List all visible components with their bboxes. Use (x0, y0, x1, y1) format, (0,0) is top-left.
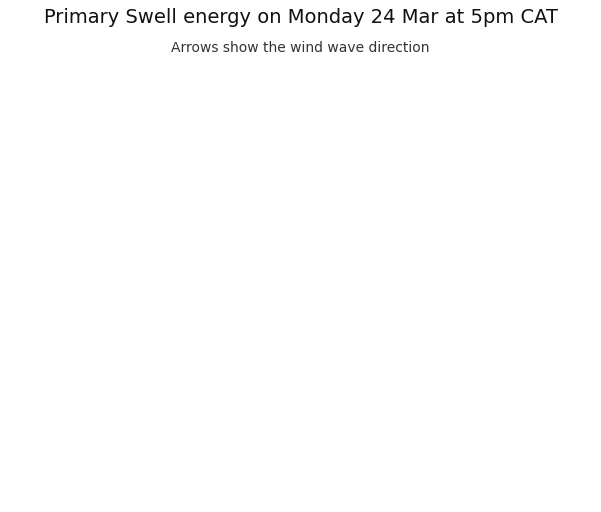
Text: Arrows show the wind wave direction: Arrows show the wind wave direction (171, 41, 430, 55)
Text: Primary Swell energy on Monday 24 Mar at 5pm CAT: Primary Swell energy on Monday 24 Mar at… (43, 8, 558, 27)
Text: cartopy not available: cartopy not available (213, 278, 388, 296)
